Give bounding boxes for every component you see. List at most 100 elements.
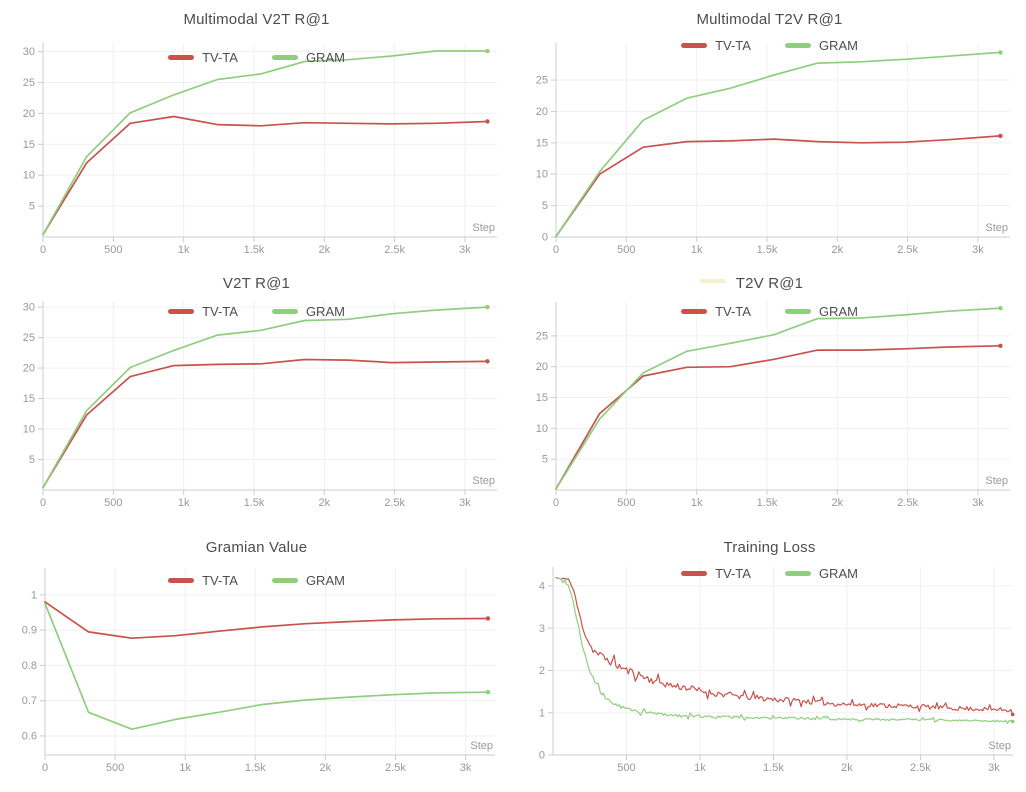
legend-item-gram[interactable]: GRAM [784, 38, 858, 53]
chart-panel-gramian-value: 0.6 0.7 0.8 0.9 1 0 500 1k 1.5k 2k 2.5k 3k Step Gram… [0, 528, 513, 792]
legend-marker-icon [784, 571, 811, 576]
svg-text:Step: Step [988, 740, 1011, 752]
svg-text:1.5k: 1.5k [244, 497, 265, 509]
plot-canvas[interactable]: 0.6 0.7 0.8 0.9 1 0 500 1k 1.5k 2k 2.5k 3k Step [0, 528, 513, 792]
svg-text:Step: Step [472, 475, 495, 487]
svg-text:3k: 3k [972, 244, 984, 256]
svg-text:1.5k: 1.5k [763, 762, 784, 774]
svg-text:2.5k: 2.5k [910, 762, 931, 774]
legend-item-gram[interactable]: GRAM [784, 304, 858, 319]
legend-marker-icon [681, 309, 708, 314]
chart-title: V2T R@1 [222, 275, 291, 292]
legend-label: TV-TA [715, 38, 751, 53]
svg-text:20: 20 [536, 361, 548, 373]
svg-text:20: 20 [23, 108, 35, 120]
plot-canvas[interactable]: 0 1 2 3 4 500 1k 1.5k 2k 2.5k 3k Step [513, 528, 1026, 792]
chart-panel-v2t-r1: 5 10 15 20 25 30 0 500 1k 1.5k 2k 2.5k 3k Step V2T R@… [0, 264, 513, 528]
svg-text:1k: 1k [691, 244, 703, 256]
svg-text:2k: 2k [320, 762, 332, 774]
legend-label: TV-TA [202, 573, 238, 588]
svg-text:3k: 3k [988, 762, 1000, 774]
svg-text:0: 0 [553, 497, 559, 509]
svg-text:20: 20 [536, 106, 548, 118]
chart-title: Multimodal T2V R@1 [696, 11, 843, 28]
svg-text:1k: 1k [179, 762, 191, 774]
svg-text:2k: 2k [318, 244, 330, 256]
legend-item-gram[interactable]: GRAM [784, 566, 858, 581]
legend-item-tv-ta[interactable]: TV-TA [168, 573, 238, 588]
svg-text:10: 10 [23, 424, 35, 436]
svg-text:30: 30 [23, 302, 35, 314]
svg-text:500: 500 [617, 762, 635, 774]
legend-item-tv-ta[interactable]: TV-TA [681, 38, 751, 53]
legend-item-tv-ta[interactable]: TV-TA [168, 304, 238, 319]
legend-label: GRAM [305, 50, 345, 65]
svg-text:Step: Step [472, 222, 495, 234]
legend-item-gram[interactable]: GRAM [271, 573, 345, 588]
chart-title: Training Loss [723, 539, 816, 556]
svg-text:1: 1 [31, 589, 37, 601]
svg-text:25: 25 [536, 75, 548, 87]
svg-text:0: 0 [42, 762, 48, 774]
chart-legend: TV-TA GRAM [0, 304, 513, 319]
legend-item-gram[interactable]: GRAM [271, 304, 345, 319]
faint-yellow-legend-artifact [700, 279, 726, 283]
svg-text:5: 5 [542, 200, 548, 212]
svg-text:Step: Step [985, 222, 1008, 234]
svg-text:500: 500 [617, 497, 635, 509]
legend-item-tv-ta[interactable]: TV-TA [681, 304, 751, 319]
svg-text:2.5k: 2.5k [384, 497, 405, 509]
svg-text:500: 500 [106, 762, 124, 774]
legend-item-tv-ta[interactable]: TV-TA [681, 566, 751, 581]
chart-legend: TV-TA GRAM [513, 304, 1026, 319]
svg-text:10: 10 [536, 169, 548, 181]
svg-text:500: 500 [617, 244, 635, 256]
chart-legend: TV-TA GRAM [0, 50, 513, 65]
chart-panel-training-loss: 0 1 2 3 4 500 1k 1.5k 2k 2.5k 3k Step Training Loss… [513, 528, 1026, 792]
svg-text:2: 2 [539, 665, 545, 677]
svg-text:0: 0 [553, 244, 559, 256]
svg-text:5: 5 [29, 201, 35, 213]
chart-panel-multimodal-t2v-r1: 0 5 10 15 20 25 0 500 1k 1.5k 2k 2.5k 3k Step Multimo… [513, 0, 1026, 264]
chart-legend: TV-TA GRAM [513, 566, 1026, 581]
svg-text:3k: 3k [459, 497, 471, 509]
svg-text:1: 1 [539, 707, 545, 719]
legend-label: TV-TA [202, 50, 238, 65]
chart-panel-multimodal-v2t-r1: 5 10 15 20 25 30 0 500 1k 1.5k 2k 2.5k 3k Step Multim… [0, 0, 513, 264]
svg-text:3k: 3k [459, 244, 471, 256]
svg-text:15: 15 [23, 139, 35, 151]
legend-item-tv-ta[interactable]: TV-TA [168, 50, 238, 65]
chart-title: Multimodal V2T R@1 [183, 11, 330, 28]
svg-text:3: 3 [539, 623, 545, 635]
legend-marker-icon [271, 55, 298, 60]
legend-item-gram[interactable]: GRAM [271, 50, 345, 65]
svg-text:2k: 2k [831, 244, 843, 256]
legend-label: GRAM [818, 304, 858, 319]
svg-text:0.8: 0.8 [22, 660, 37, 672]
chart-title: T2V R@1 [735, 275, 804, 292]
legend-marker-icon [168, 309, 195, 314]
legend-label: TV-TA [715, 304, 751, 319]
chart-title: Gramian Value [205, 539, 308, 556]
svg-text:1.5k: 1.5k [244, 244, 265, 256]
svg-text:0.7: 0.7 [22, 695, 37, 707]
svg-text:1k: 1k [691, 497, 703, 509]
legend-marker-icon [271, 309, 298, 314]
svg-text:25: 25 [23, 77, 35, 89]
svg-text:20: 20 [23, 363, 35, 375]
legend-marker-icon [168, 55, 195, 60]
svg-text:1k: 1k [178, 497, 190, 509]
svg-text:1k: 1k [694, 762, 706, 774]
svg-text:30: 30 [23, 46, 35, 58]
svg-text:2.5k: 2.5k [897, 244, 918, 256]
svg-text:15: 15 [23, 393, 35, 405]
svg-text:0.6: 0.6 [22, 730, 37, 742]
svg-text:15: 15 [536, 137, 548, 149]
chart-legend: TV-TA GRAM [0, 573, 513, 588]
svg-text:25: 25 [536, 330, 548, 342]
svg-text:10: 10 [23, 170, 35, 182]
